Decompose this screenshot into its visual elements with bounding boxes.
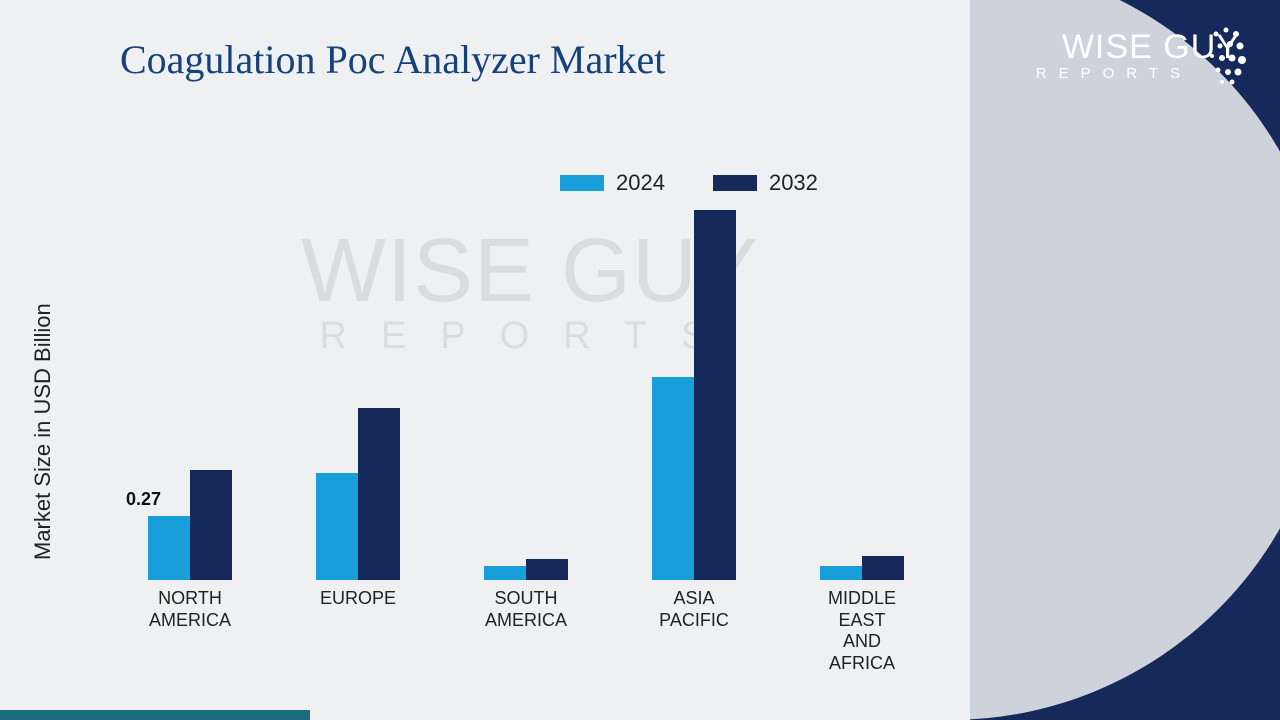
bar-chart: 0.27 [100,210,940,580]
x-axis-category: SOUTH AMERICA [456,588,596,631]
brand-sub: REPORTS [980,65,1192,82]
legend-item-2024: 2024 [560,170,665,196]
bar-2024 [484,566,526,580]
x-axis-labels: NORTH AMERICA EUROPE SOUTH AMERICA ASIA PAC… [100,582,940,702]
x-axis-category: EUROPE [288,588,428,610]
x-axis-category: MIDDLE EAST AND AFRICA [792,588,932,674]
bar-2024 [820,566,862,580]
y-axis-label: Market Size in USD Billion [30,303,56,560]
legend-label-2032: 2032 [769,170,818,196]
bar-2024 [148,516,190,580]
bar-2032 [862,556,904,580]
bottom-accent-strip [0,710,310,720]
legend-swatch-2032 [713,175,757,191]
x-axis-category: ASIA PACIFIC [624,588,764,631]
bar-2032 [190,470,232,580]
bar-2032 [694,210,736,580]
brand-logo: WISE GUY REPORTS [980,28,1240,82]
stage: WISE GUY REPORTS Coagulation Poc Analyze… [0,0,1280,720]
brand-head-icon [1192,24,1246,90]
x-axis-category: NORTH AMERICA [120,588,260,631]
page-title: Coagulation Poc Analyzer Market [120,36,665,83]
bar-2032 [358,408,400,580]
chart-legend: 2024 2032 [560,170,818,196]
bar-2024 [316,473,358,580]
bar-2024 [652,377,694,580]
legend-label-2024: 2024 [616,170,665,196]
legend-swatch-2024 [560,175,604,191]
legend-item-2032: 2032 [713,170,818,196]
bar-value-label: 0.27 [126,489,161,510]
bar-2032 [526,559,568,580]
